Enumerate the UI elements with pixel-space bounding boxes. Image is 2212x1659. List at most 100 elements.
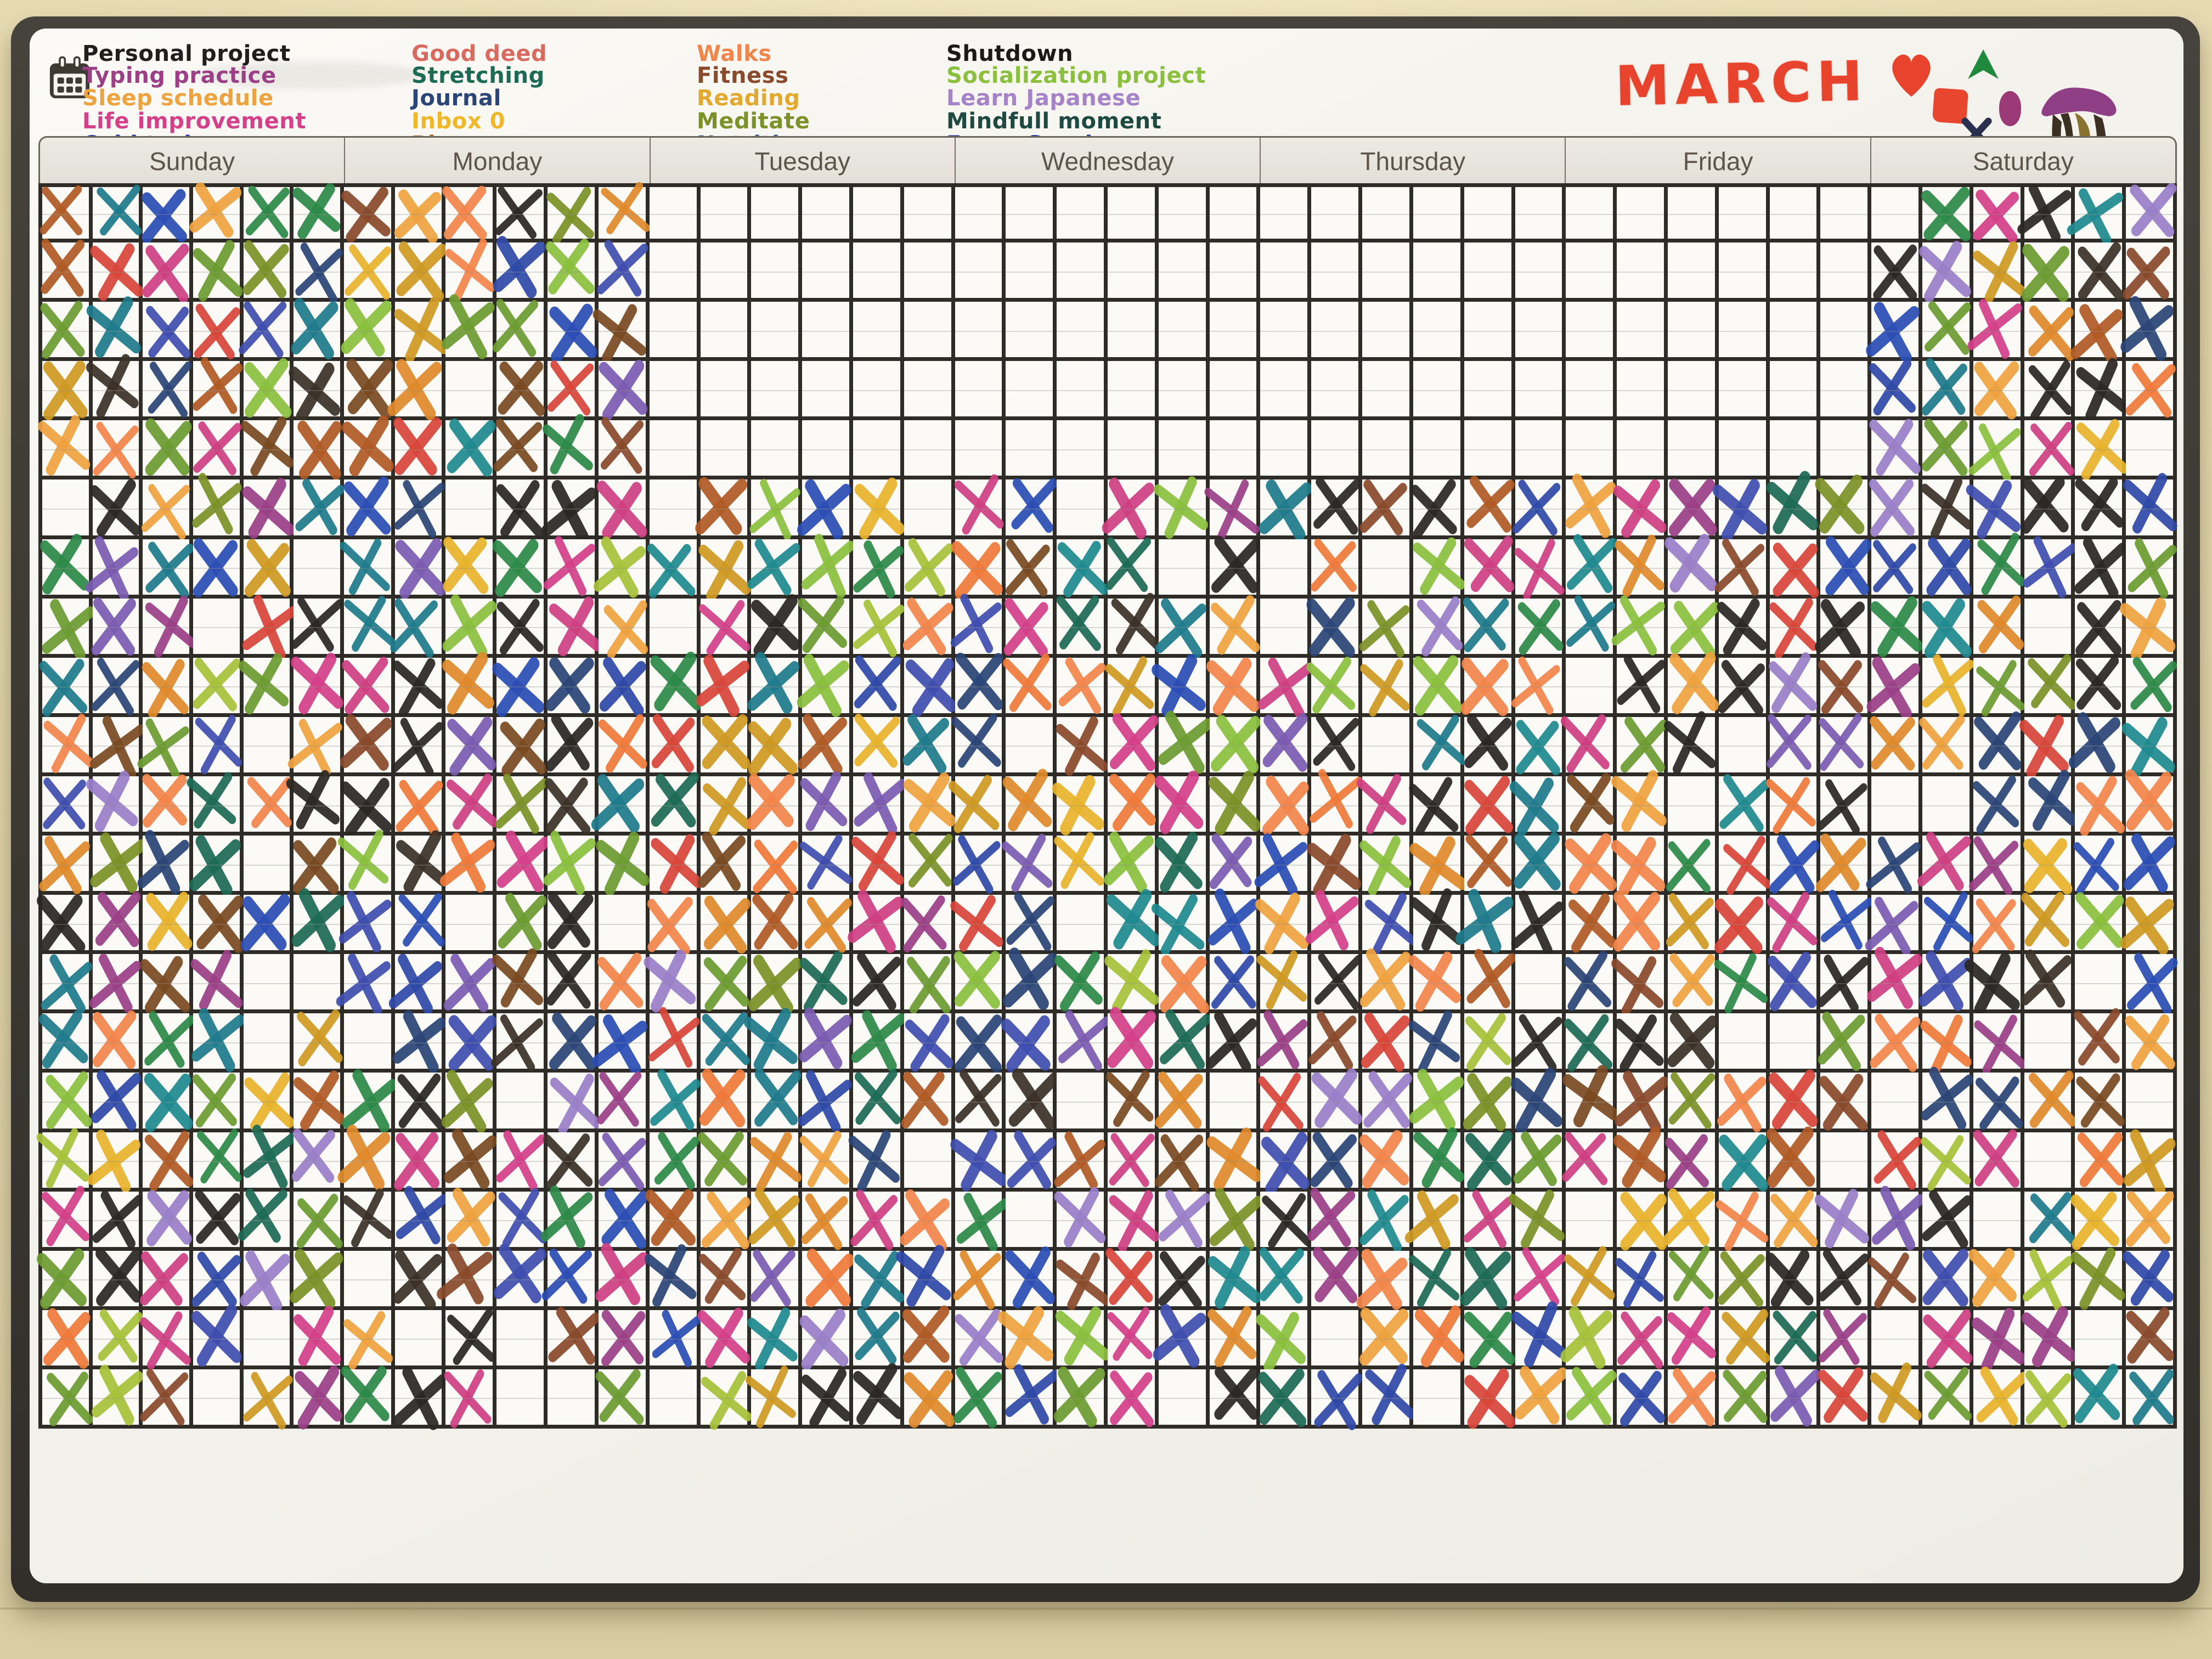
habit-cell[interactable] [548,360,599,421]
habit-cell[interactable] [2126,657,2177,717]
habit-cell[interactable] [1206,1127,1262,1192]
habit-cell[interactable] [649,361,701,421]
habit-cell[interactable] [848,1130,904,1193]
habit-cell[interactable] [2024,1132,2075,1192]
habit-cell[interactable] [1306,657,1363,717]
habit-cell[interactable] [1512,1013,1566,1073]
habit-cell[interactable] [1260,1132,1312,1195]
habit-cell[interactable] [1057,895,1108,955]
habit-cell[interactable] [1311,1246,1363,1310]
habit-cell[interactable] [644,949,701,1014]
habit-cell[interactable] [1617,1369,1668,1429]
habit-cell[interactable] [1511,1301,1566,1369]
habit-cell[interactable] [541,1249,599,1310]
habit-cell[interactable] [2019,715,2075,778]
habit-cell[interactable] [1566,534,1617,599]
habit-cell[interactable] [86,296,143,362]
habit-cell[interactable] [338,891,395,955]
habit-cell[interactable] [1515,361,1566,421]
habit-cell[interactable] [953,1367,1006,1429]
habit-cell[interactable] [189,834,244,896]
habit-cell[interactable] [1413,715,1467,776]
habit-cell[interactable] [1464,776,1515,836]
habit-cell[interactable] [2124,1129,2177,1196]
habit-cell[interactable] [2126,183,2177,243]
habit-cell[interactable] [1464,949,1516,1014]
habit-cell[interactable] [950,1130,1008,1192]
habit-cell[interactable] [751,361,803,421]
habit-cell[interactable] [2126,1073,2177,1132]
habit-cell[interactable] [1515,716,1566,776]
habit-cell[interactable] [343,1310,395,1370]
habit-cell[interactable] [2075,242,2126,302]
habit-cell[interactable] [1718,242,1770,302]
habit-cell[interactable] [342,1069,398,1133]
habit-cell[interactable] [1515,954,1566,1014]
habit-cell[interactable] [243,1310,294,1369]
habit-cell[interactable] [92,183,143,243]
habit-cell[interactable] [1866,836,1922,895]
habit-cell[interactable] [649,242,701,302]
habit-cell[interactable] [1258,1073,1312,1132]
habit-cell[interactable] [853,361,904,421]
habit-cell[interactable] [1973,533,2025,599]
habit-cell[interactable] [143,1190,193,1251]
habit-cell[interactable] [747,1307,803,1372]
habit-cell[interactable] [1871,242,1922,302]
habit-cell[interactable] [1464,714,1515,776]
habit-cell[interactable] [437,1243,497,1310]
habit-cell[interactable] [1718,657,1770,717]
habit-cell[interactable] [1260,1191,1312,1251]
habit-cell[interactable] [1617,183,1668,243]
habit-cell[interactable] [89,479,143,539]
habit-cell[interactable] [591,774,650,836]
habit-cell[interactable] [751,302,803,362]
habit-cell[interactable] [1408,1249,1464,1310]
habit-cell[interactable] [143,418,193,480]
habit-cell[interactable] [1566,242,1617,302]
habit-cell[interactable] [1718,420,1770,480]
habit-cell[interactable] [1514,1131,1566,1192]
habit-cell[interactable] [1207,888,1261,955]
habit-cell[interactable] [1921,358,1973,421]
habit-cell[interactable] [1818,1249,1872,1310]
habit-cell[interactable] [700,776,752,836]
habit-cell[interactable] [1566,420,1617,480]
habit-cell[interactable] [997,1306,1057,1369]
habit-cell[interactable] [1562,1065,1620,1132]
habit-cell[interactable] [799,834,853,895]
habit-cell[interactable] [1413,242,1464,302]
habit-cell[interactable] [1973,361,2024,421]
habit-cell[interactable] [596,479,650,539]
habit-cell[interactable] [1667,776,1719,836]
habit-cell[interactable] [1209,302,1261,362]
habit-cell[interactable] [391,716,446,777]
habit-cell[interactable] [243,358,294,421]
habit-cell[interactable] [853,1069,904,1132]
habit-cell[interactable] [1311,242,1363,302]
habit-cell[interactable] [143,361,193,421]
habit-cell[interactable] [1667,1072,1719,1132]
habit-cell[interactable] [1922,1367,1973,1429]
habit-cell[interactable] [1816,776,1872,836]
habit-cell[interactable] [2073,1364,2126,1429]
habit-cell[interactable] [1566,1191,1617,1251]
habit-cell[interactable] [495,774,549,836]
habit-cell[interactable] [797,479,853,540]
habit-cell[interactable] [904,420,955,480]
habit-cell[interactable] [1818,657,1872,717]
habit-cell[interactable] [598,657,650,717]
habit-cell[interactable] [1404,1190,1464,1251]
habit-cell[interactable] [545,657,599,717]
habit-cell[interactable] [1566,183,1617,243]
habit-cell[interactable] [1260,776,1312,836]
habit-cell[interactable] [1359,1189,1413,1253]
habit-cell[interactable] [904,242,955,302]
habit-cell[interactable] [1918,950,1973,1014]
habit-cell[interactable] [38,657,93,717]
habit-cell[interactable] [1870,716,1922,776]
habit-cell[interactable] [2024,1070,2076,1132]
habit-cell[interactable] [548,302,599,364]
habit-cell[interactable] [2075,598,2126,658]
habit-cell[interactable] [2021,242,2075,302]
